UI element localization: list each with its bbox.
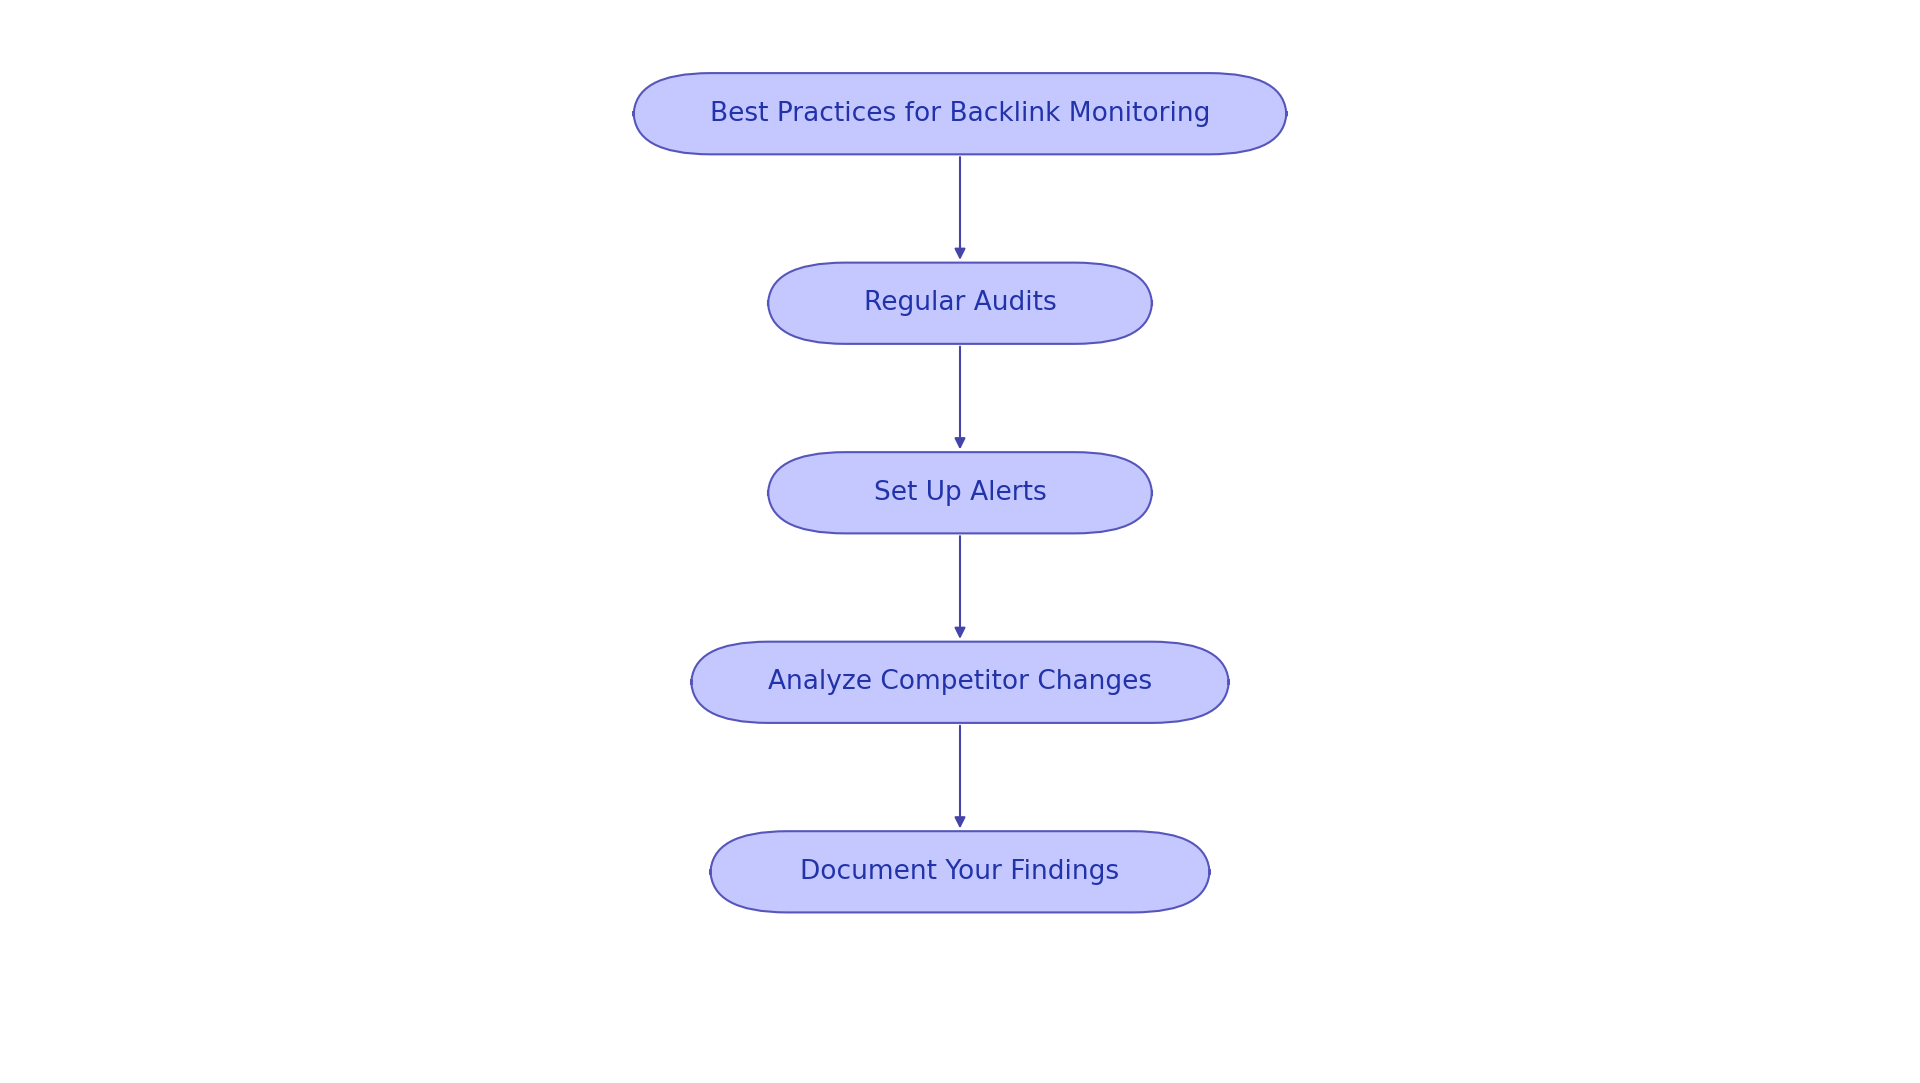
FancyBboxPatch shape <box>710 832 1210 912</box>
FancyBboxPatch shape <box>634 74 1286 155</box>
FancyBboxPatch shape <box>691 641 1229 723</box>
Text: Set Up Alerts: Set Up Alerts <box>874 480 1046 506</box>
Text: Analyze Competitor Changes: Analyze Competitor Changes <box>768 669 1152 695</box>
Text: Document Your Findings: Document Your Findings <box>801 859 1119 885</box>
Text: Best Practices for Backlink Monitoring: Best Practices for Backlink Monitoring <box>710 101 1210 127</box>
Text: Regular Audits: Regular Audits <box>864 290 1056 316</box>
FancyBboxPatch shape <box>768 263 1152 344</box>
FancyBboxPatch shape <box>768 453 1152 533</box>
